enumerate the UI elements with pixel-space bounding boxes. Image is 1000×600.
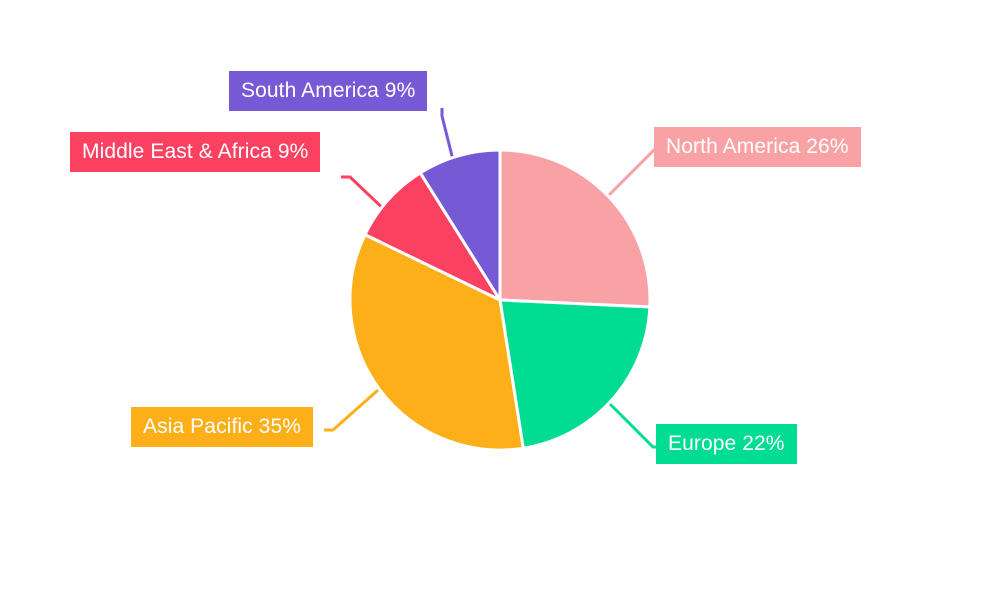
leader-line-europe <box>604 398 663 449</box>
pie-label-north-america-text: North America 26% <box>666 135 849 158</box>
pie-slice-north-america[interactable] <box>498 148 652 309</box>
pie-label-asia-pacific[interactable]: Asia Pacific 35% <box>131 407 314 447</box>
leader-line-asia-pacific <box>324 388 379 432</box>
pie-label-europe-text: Europe 22% <box>668 432 785 455</box>
leader-line-middle-east-africa <box>341 175 394 219</box>
pie-label-south-america-text: South America 9% <box>241 79 416 102</box>
pie-slice-asia-pacific[interactable] <box>348 233 525 452</box>
leader-line-south-america <box>440 108 457 169</box>
pie-slice-europe[interactable] <box>498 298 652 450</box>
pie-slice-south-america[interactable] <box>418 148 502 302</box>
pie-label-middle-east-africa-text: Middle East & Africa 9% <box>82 140 309 163</box>
pie-label-europe[interactable]: Europe 22% <box>656 424 797 464</box>
pie-slice-middle-east-africa[interactable] <box>363 171 502 302</box>
pie-slices <box>348 148 652 452</box>
pie-label-middle-east-africa[interactable]: Middle East & Africa 9% <box>70 132 321 172</box>
pie-label-asia-pacific-text: Asia Pacific 35% <box>143 415 302 438</box>
pie-label-south-america[interactable]: South America 9% <box>229 71 428 111</box>
pie-label-north-america[interactable]: North America 26% <box>654 127 861 167</box>
